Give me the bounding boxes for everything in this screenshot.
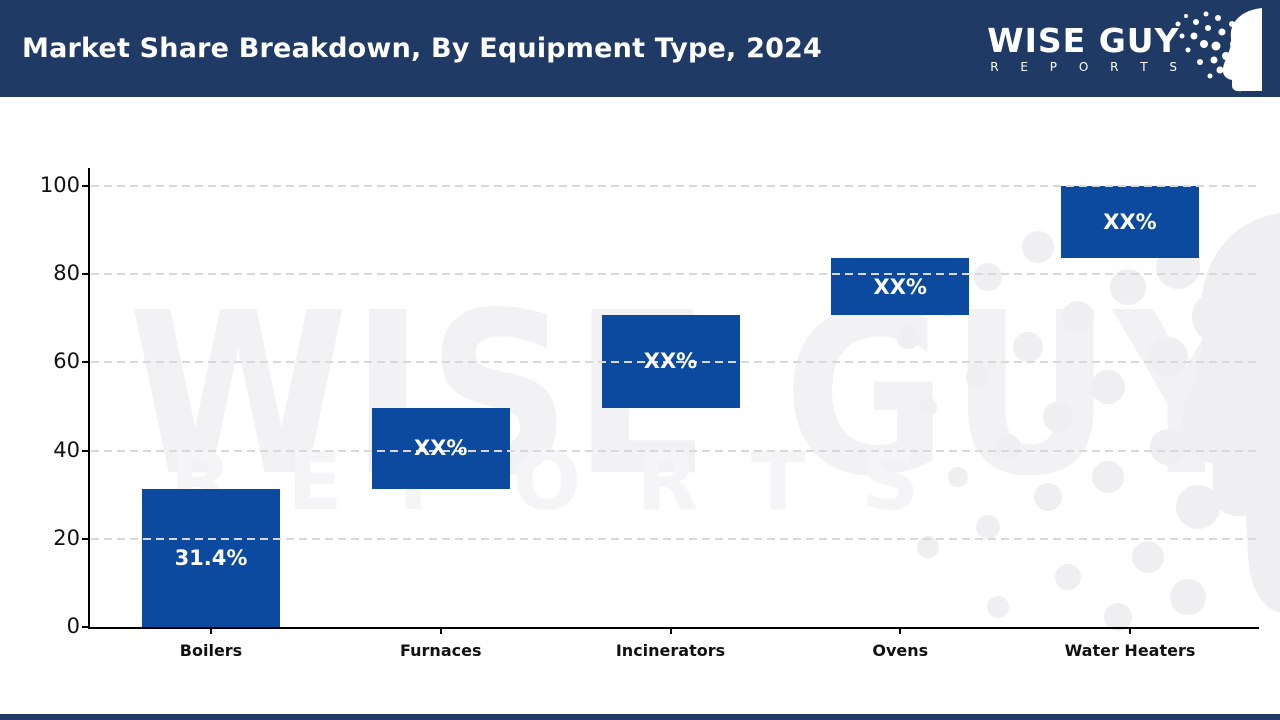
y-tick-mark	[82, 449, 90, 452]
logo-text: WISE GUY R E P O R T S	[987, 24, 1186, 73]
x-tick-mark	[210, 627, 212, 634]
bar-segment	[371, 407, 510, 489]
gridline	[91, 185, 1259, 187]
x-tick-label: Water Heaters	[1064, 641, 1196, 660]
y-tick-mark	[82, 626, 90, 628]
page-title: Market Share Breakdown, By Equipment Typ…	[22, 33, 823, 64]
y-axis-line	[88, 168, 90, 629]
watermark-face-dots-icon	[896, 197, 1280, 631]
bar-segment	[831, 258, 970, 315]
logo-wordmark: WISE GUY	[987, 21, 1180, 60]
x-tick-label: Furnaces	[400, 641, 482, 660]
wiseguy-logo: WISE GUY R E P O R T S	[987, 6, 1280, 92]
y-tick-label: 20	[53, 525, 80, 550]
gridline	[91, 537, 1259, 540]
x-tick-mark	[439, 627, 442, 634]
gridline	[91, 449, 1259, 452]
x-tick-mark	[899, 627, 902, 634]
x-tick-mark	[1129, 627, 1131, 634]
gridline	[91, 361, 1259, 364]
bar-value-label: 31.4%	[174, 545, 248, 570]
bar-value-label: XX%	[414, 436, 468, 461]
x-tick-label: Ovens	[872, 641, 929, 660]
x-axis-line	[88, 627, 1259, 629]
y-tick-label: 80	[53, 261, 80, 286]
chart-area: WISE GUY REPORTS 31.4% XX% XX% XX% XX% 0 20 40 6…	[0, 97, 1280, 714]
y-tick-label: 40	[53, 437, 80, 462]
bar-value-label: XX%	[643, 349, 698, 374]
x-tick-mark	[669, 627, 672, 634]
y-tick-label: 100	[39, 173, 80, 197]
x-tick-label: Incinerators	[615, 641, 726, 660]
y-tick-label: 0	[66, 614, 80, 638]
x-tick-label: Boilers	[179, 641, 243, 660]
bar-segment	[601, 314, 740, 408]
bar-segment	[1061, 186, 1199, 259]
footer-bar	[0, 714, 1280, 720]
bar-value-label: XX%	[1103, 210, 1157, 235]
plot-region: 31.4% XX% XX% XX% XX% 0 20 40 60 80 100 Boilers Furn…	[0, 97, 1280, 714]
y-tick-mark	[82, 185, 90, 187]
header-bar: Market Share Breakdown, By Equipment Typ…	[0, 0, 1280, 97]
logo-subtitle: R E P O R T S	[990, 60, 1186, 74]
bar-value-label: XX%	[873, 274, 927, 299]
bar-segment	[142, 488, 280, 627]
logo-face-dots-icon	[1175, 7, 1262, 91]
y-tick-mark	[82, 273, 90, 276]
y-tick-label: 60	[53, 349, 80, 374]
y-tick-mark	[82, 537, 90, 540]
y-tick-mark	[82, 361, 90, 364]
gridline	[91, 273, 1259, 276]
